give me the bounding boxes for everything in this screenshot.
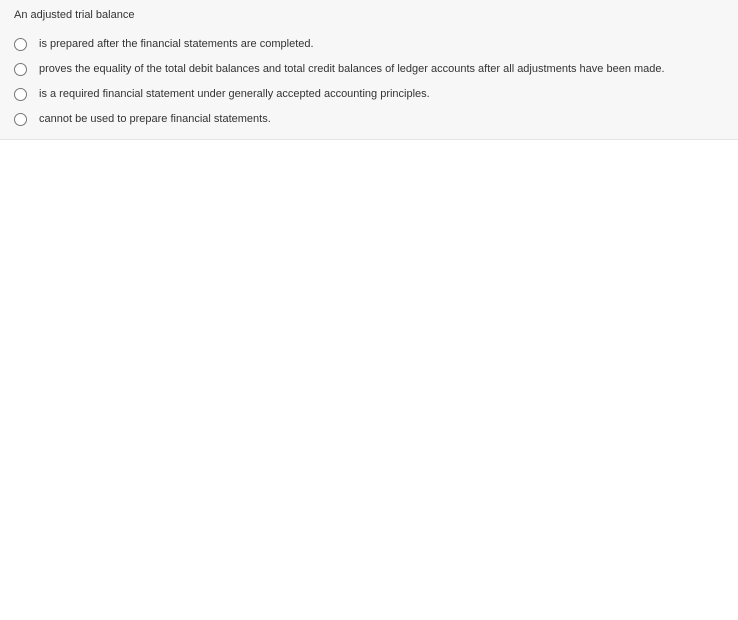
option-label: is a required financial statement under …	[39, 87, 430, 102]
option-label: cannot be used to prepare financial stat…	[39, 112, 271, 127]
option-radio-0[interactable]	[14, 38, 27, 51]
option-radio-2[interactable]	[14, 88, 27, 101]
question-prompt: An adjusted trial balance	[14, 8, 724, 23]
options-list: is prepared after the financial statemen…	[14, 37, 724, 126]
option-row: is a required financial statement under …	[14, 87, 724, 102]
option-row: is prepared after the financial statemen…	[14, 37, 724, 52]
option-row: proves the equality of the total debit b…	[14, 62, 724, 77]
option-radio-1[interactable]	[14, 63, 27, 76]
option-row: cannot be used to prepare financial stat…	[14, 112, 724, 127]
option-label: is prepared after the financial statemen…	[39, 37, 314, 52]
question-panel: An adjusted trial balance is prepared af…	[0, 0, 738, 140]
option-radio-3[interactable]	[14, 113, 27, 126]
option-label: proves the equality of the total debit b…	[39, 62, 665, 77]
